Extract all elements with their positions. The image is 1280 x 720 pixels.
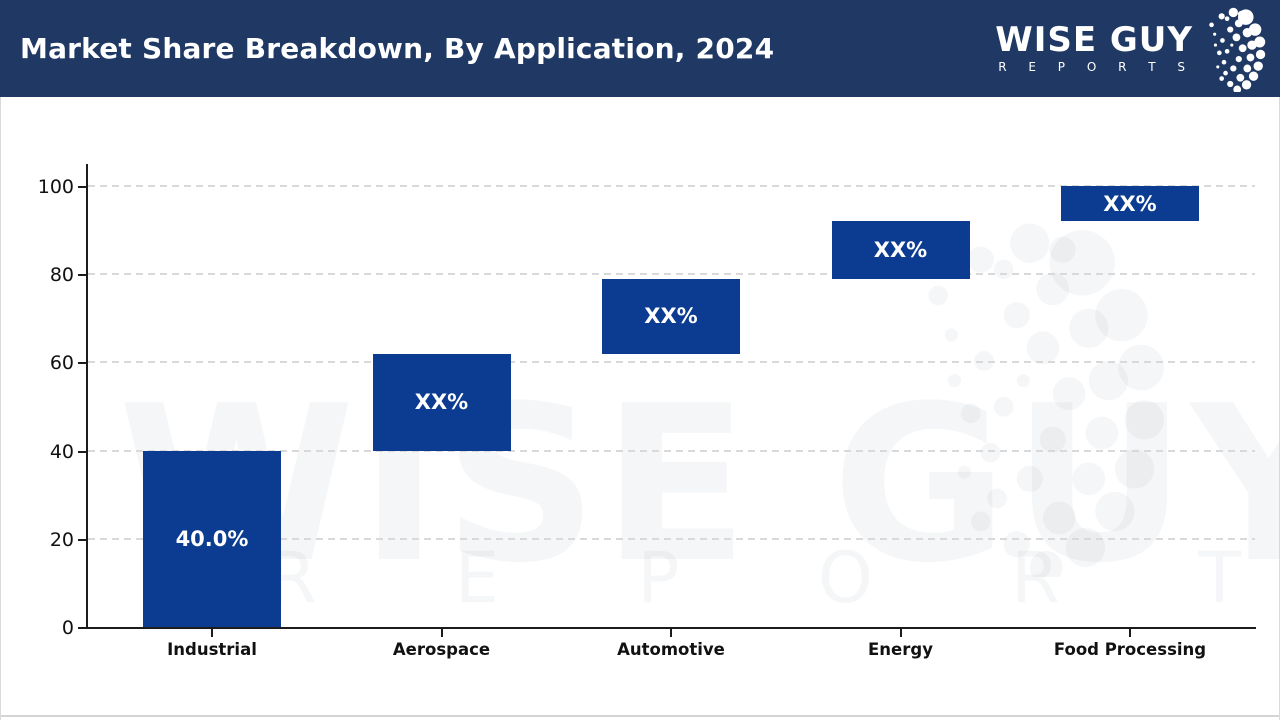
bar-industrial: 40.0% (143, 450, 281, 627)
logo-wordmark-line2: R E P O R T S (998, 60, 1194, 75)
bar-value-label-food-processing: XX% (1103, 191, 1157, 216)
bar-value-label-automotive: XX% (644, 304, 698, 329)
y-axis-tick-label: 100 (37, 176, 74, 198)
gridline-80 (88, 273, 1255, 276)
y-axis-tick (78, 627, 86, 629)
x-axis-label-aerospace: Aerospace (392, 640, 491, 659)
gridline-20 (88, 537, 1255, 540)
y-axis-tick (78, 538, 86, 541)
y-axis-tick (78, 450, 86, 453)
x-axis-label-automotive: Automotive (617, 640, 725, 659)
header-bar: Market Share Breakdown, By Application, … (0, 0, 1280, 97)
y-axis-tick (78, 362, 86, 365)
y-axis-tick (78, 274, 86, 277)
x-axis-tick (1129, 629, 1131, 637)
bar-value-label-energy: XX% (873, 237, 928, 262)
watermark-wordmark: WISE GUY (118, 359, 1280, 610)
y-axis-tick-label: 20 (49, 528, 74, 551)
wise-guy-logo: WISE GUY R E P O R T S (994, 6, 1266, 92)
y-axis-tick (78, 186, 86, 188)
page-border-left (0, 97, 1, 720)
logo-wordmark: WISE GUY R E P O R T S (994, 19, 1194, 75)
x-axis-line (86, 627, 1256, 629)
x-axis-tick (899, 629, 902, 637)
x-axis-tick (211, 629, 213, 637)
x-axis-tick (440, 629, 443, 637)
gridline-40 (88, 449, 1255, 452)
bar-value-label-aerospace: XX% (414, 390, 469, 415)
bar-value-label-industrial: 40.0% (175, 526, 249, 551)
x-axis-label-food-processing: Food Processing (1053, 640, 1207, 659)
x-axis-tick (670, 629, 672, 637)
y-axis-tick-label: 80 (49, 264, 74, 287)
y-axis-tick-label: 0 (61, 617, 74, 639)
watermark-subtitle: R E P O R T S (268, 537, 1280, 619)
y-axis-line (86, 163, 88, 629)
gridline-60 (88, 361, 1255, 364)
x-axis-label-energy: Energy (868, 640, 933, 659)
bar-energy: XX% (831, 221, 970, 279)
x-axis-label-industrial: Industrial (167, 640, 257, 659)
bar-aerospace: XX% (372, 353, 511, 451)
y-axis-tick-label: 60 (49, 352, 74, 375)
logo-head-icon (1209, 7, 1266, 92)
page-border-bottom (0, 715, 1280, 717)
logo-wordmark-line1: WISE GUY (995, 19, 1194, 60)
bar-food-processing: XX% (1061, 186, 1199, 222)
bar-automotive: XX% (602, 278, 740, 354)
page-title: Market Share Breakdown, By Application, … (20, 32, 775, 65)
y-axis-tick-label: 40 (49, 440, 74, 463)
gridline-100 (88, 185, 1255, 187)
